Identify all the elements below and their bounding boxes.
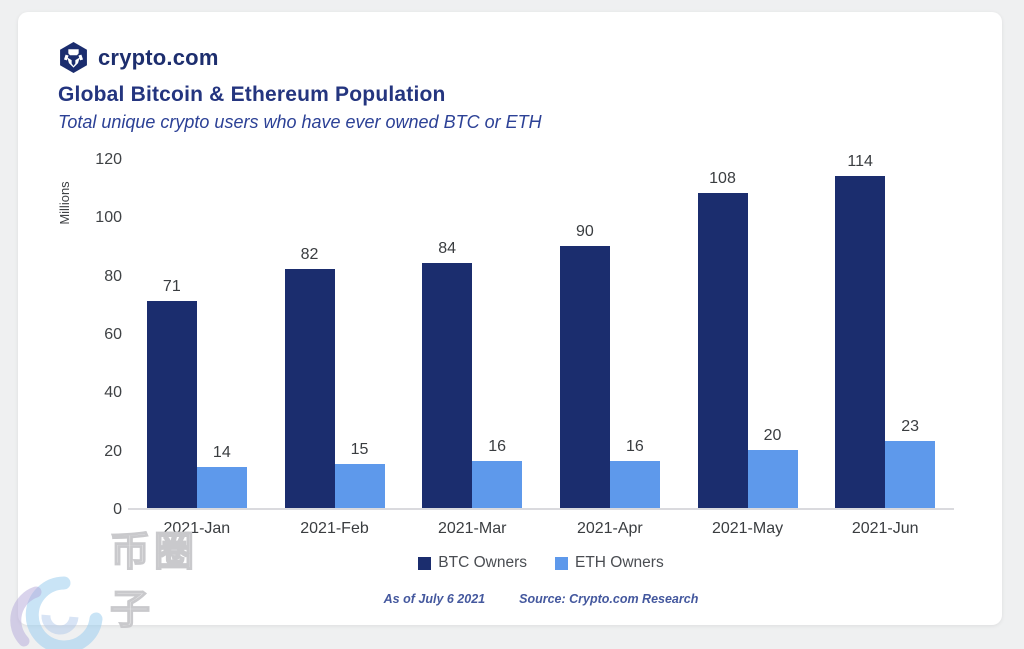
crypto-com-wordmark: crypto.com — [98, 44, 219, 70]
bar-col: 15 — [334, 441, 385, 508]
bar-value-label: 71 — [162, 277, 181, 295]
legend-swatch-icon — [418, 556, 432, 570]
as-of-date: As of July 6 2021 — [383, 592, 486, 606]
bar-value-label: 14 — [212, 444, 231, 462]
y-tick-80: 80 — [104, 267, 122, 285]
eth-owners-bar — [885, 440, 936, 508]
bar-group-2021-Jan: 71 14 — [128, 160, 266, 508]
legend-label: BTC Owners — [438, 554, 527, 571]
y-tick-40: 40 — [104, 384, 122, 402]
bar-value-label: 16 — [488, 438, 507, 456]
eth-owners-bar — [334, 464, 385, 508]
plot-area: 71 14 82 15 84 16 90 16 108 20 114 23 — [128, 153, 954, 510]
legend: BTC Owners ETH Owners — [128, 554, 954, 572]
bar-col: 16 — [609, 438, 660, 508]
y-tick-120: 120 — [95, 151, 122, 168]
legend-item-btc-owners: BTC Owners — [418, 554, 527, 572]
btc-owners-bar — [697, 193, 748, 508]
legend-item-eth-owners: ETH Owners — [555, 554, 664, 572]
bar-col: 84 — [422, 240, 473, 508]
bar-value-label: 23 — [901, 417, 920, 435]
bar-value-label: 16 — [625, 438, 644, 456]
eth-owners-bar — [609, 461, 660, 508]
y-axis-ticks: 0 20 40 60 80 100 120 — [76, 152, 122, 518]
eth-owners-bar — [196, 467, 247, 508]
legend-label: ETH Owners — [575, 554, 664, 571]
btc-owners-bar — [284, 268, 335, 508]
bar-col: 16 — [472, 438, 523, 508]
x-label-2021-Mar: 2021-Mar — [437, 520, 507, 537]
bar-col: 20 — [747, 426, 798, 508]
chart-title: Global Bitcoin & Ethereum Population — [58, 83, 446, 106]
y-tick-20: 20 — [104, 442, 122, 460]
bar-value-label: 82 — [300, 245, 319, 263]
bar-value-label: 15 — [350, 441, 369, 459]
bar-group-2021-Apr: 90 16 — [541, 160, 679, 508]
x-label-2021-Jan: 2021-Jan — [163, 520, 231, 537]
legend-swatch-icon — [555, 556, 568, 570]
bar-col: 90 — [559, 222, 610, 508]
y-tick-100: 100 — [95, 209, 122, 227]
y-axis-label: Millions — [57, 181, 72, 225]
y-tick-60: 60 — [104, 326, 122, 343]
crypto-com-logo: crypto.com — [58, 42, 219, 73]
x-label-2021-Feb: 2021-Feb — [300, 520, 369, 537]
bar-value-label: 20 — [763, 426, 782, 444]
chart-card: crypto.com Global Bitcoin & Ethereum Pop… — [18, 12, 1002, 625]
x-label-2021-Jun: 2021-Jun — [851, 520, 919, 537]
btc-owners-bar — [146, 300, 197, 508]
bar-value-label: 114 — [847, 152, 873, 170]
y-tick-0: 0 — [113, 501, 122, 518]
eth-owners-bar — [747, 449, 798, 508]
crypto-com-lion-icon — [60, 42, 87, 73]
bar-value-label: 84 — [438, 240, 457, 257]
bar-col: 82 — [284, 245, 335, 508]
bar-group-2021-Jun: 114 23 — [816, 153, 954, 508]
x-label-2021-Apr: 2021-Apr — [576, 520, 643, 537]
x-axis-labels: 2021-Jan 2021-Feb 2021-Mar 2021-Apr 2021-May… — [128, 520, 954, 538]
bar-col: 23 — [885, 417, 936, 508]
bar-col: 108 — [697, 170, 748, 508]
bar-col: 71 — [146, 277, 197, 508]
eth-owners-bar — [472, 461, 523, 508]
bar-group-2021-May: 108 20 — [679, 160, 817, 508]
bar-value-label: 108 — [709, 170, 736, 187]
btc-owners-bar — [835, 175, 886, 508]
chart-subtitle: Total unique crypto users who have ever … — [58, 112, 542, 132]
btc-owners-bar — [559, 245, 610, 508]
btc-owners-bar — [422, 263, 473, 508]
bar-col: 14 — [196, 444, 247, 508]
source-credit: Source: Crypto.com Research — [519, 592, 699, 606]
footnote: As of July 6 2021 Source: Crypto.com Res… — [128, 592, 954, 606]
x-label-2021-May: 2021-May — [711, 520, 784, 537]
bar-group-2021-Feb: 82 15 — [266, 160, 404, 508]
bar-value-label: 90 — [575, 222, 594, 240]
bar-group-2021-Mar: 84 16 — [403, 160, 541, 508]
bar-col: 114 — [835, 152, 886, 508]
